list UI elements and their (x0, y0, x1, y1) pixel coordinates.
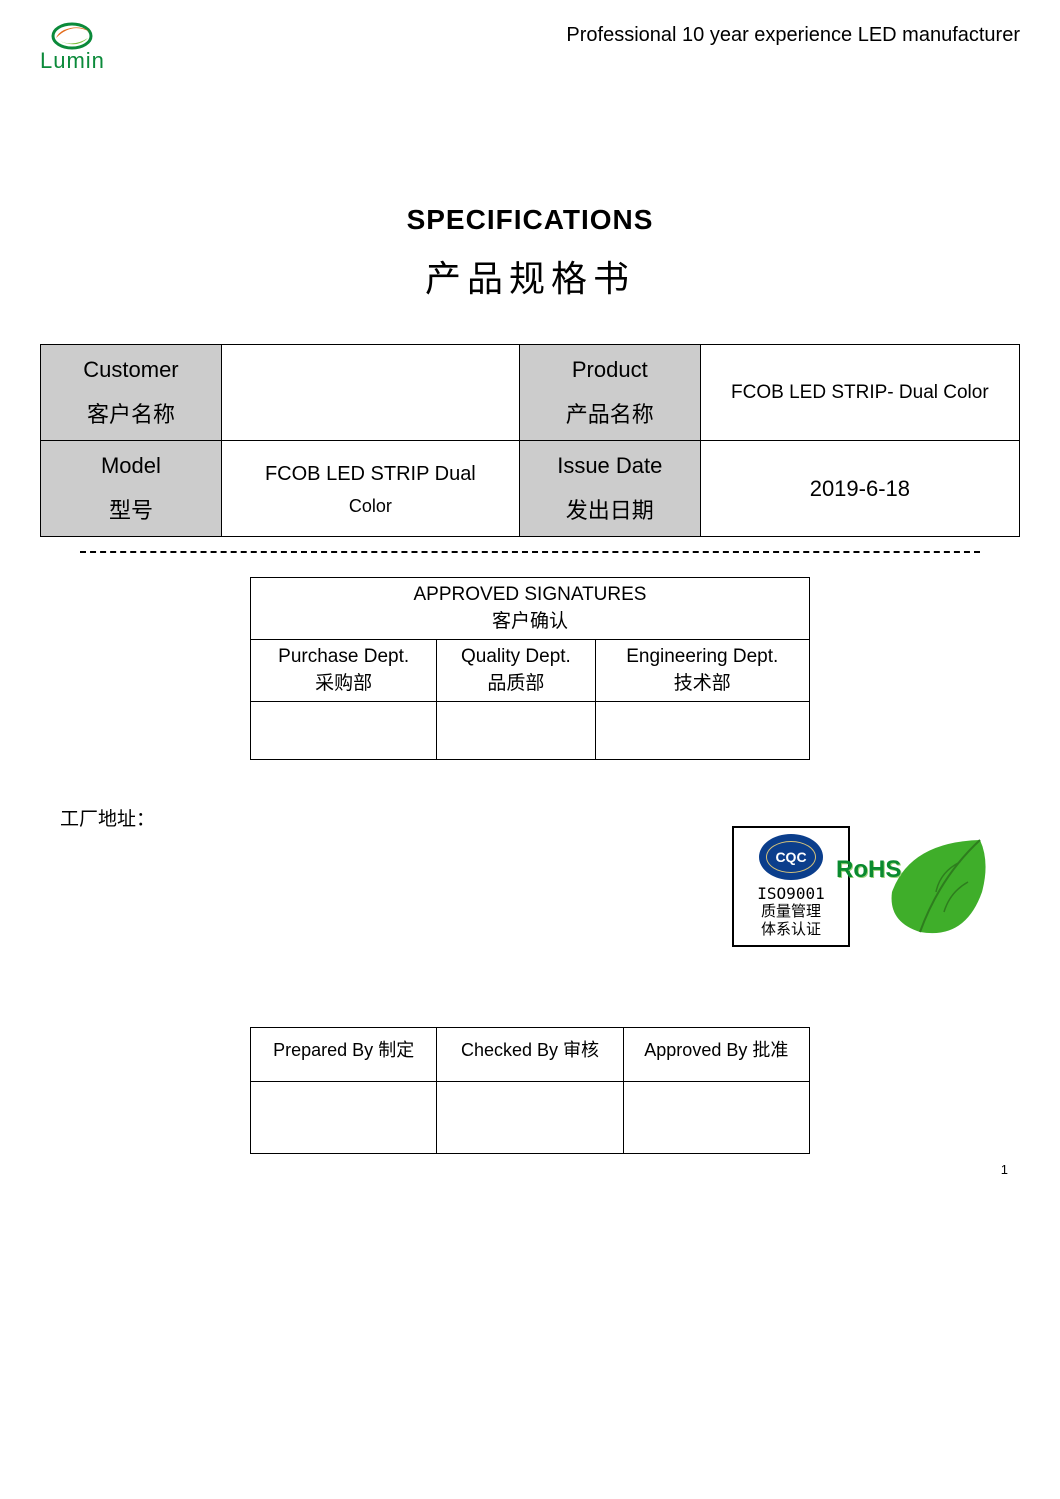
checked-by-label: Checked By 审核 (437, 1028, 623, 1082)
header-tagline: Professional 10 year experience LED manu… (566, 24, 1020, 47)
cqc-iso-cert-icon: CQC ISO9001 质量管理 体系认证 (732, 826, 850, 947)
customer-value (221, 345, 519, 441)
title-en: SPECIFICATIONS (0, 204, 1060, 236)
purchase-dept-label: Purchase Dept. 采购部 (251, 640, 437, 702)
model-value: FCOB LED STRIP Dual Color (221, 441, 519, 537)
preparation-table: Prepared By 制定 Checked By 审核 Approved By… (250, 1027, 810, 1154)
logo-swirl-icon (50, 18, 94, 50)
approved-header: APPROVED SIGNATURES 客户确认 (251, 578, 810, 640)
logo: Lumin (40, 18, 105, 74)
customer-label: Customer 客户名称 (41, 345, 222, 441)
engineering-dept-label: Engineering Dept. 技术部 (595, 640, 809, 702)
rohs-text: RoHS (836, 856, 901, 884)
approved-signatures-table: APPROVED SIGNATURES 客户确认 Purchase Dept. … (250, 577, 810, 760)
quality-signature (437, 702, 595, 760)
issue-date-label: Issue Date 发出日期 (519, 441, 700, 537)
certifications: CQC ISO9001 质量管理 体系认证 RoHS (732, 826, 1000, 947)
model-label: Model 型号 (41, 441, 222, 537)
title-block: SPECIFICATIONS 产品规格书 (0, 204, 1060, 302)
divider-dashes (80, 551, 980, 553)
page-number: 1 (1001, 1162, 1008, 1177)
prepared-by-signature (251, 1082, 437, 1154)
checked-by-signature (437, 1082, 623, 1154)
product-value: FCOB LED STRIP- Dual Color (700, 345, 1019, 441)
prepared-by-label: Prepared By 制定 (251, 1028, 437, 1082)
quality-dept-label: Quality Dept. 品质部 (437, 640, 595, 702)
issue-date-value: 2019-6-18 (700, 441, 1019, 537)
purchase-signature (251, 702, 437, 760)
product-label: Product 产品名称 (519, 345, 700, 441)
approved-by-label: Approved By 批准 (623, 1028, 809, 1082)
title-zh: 产品规格书 (0, 250, 1060, 302)
rohs-leaf-icon: RoHS (870, 832, 1000, 942)
logo-text: Lumin (40, 48, 105, 74)
engineering-signature (595, 702, 809, 760)
spec-table: Customer 客户名称 Product 产品名称 FCOB LED STRI… (40, 344, 1020, 537)
approved-by-signature (623, 1082, 809, 1154)
